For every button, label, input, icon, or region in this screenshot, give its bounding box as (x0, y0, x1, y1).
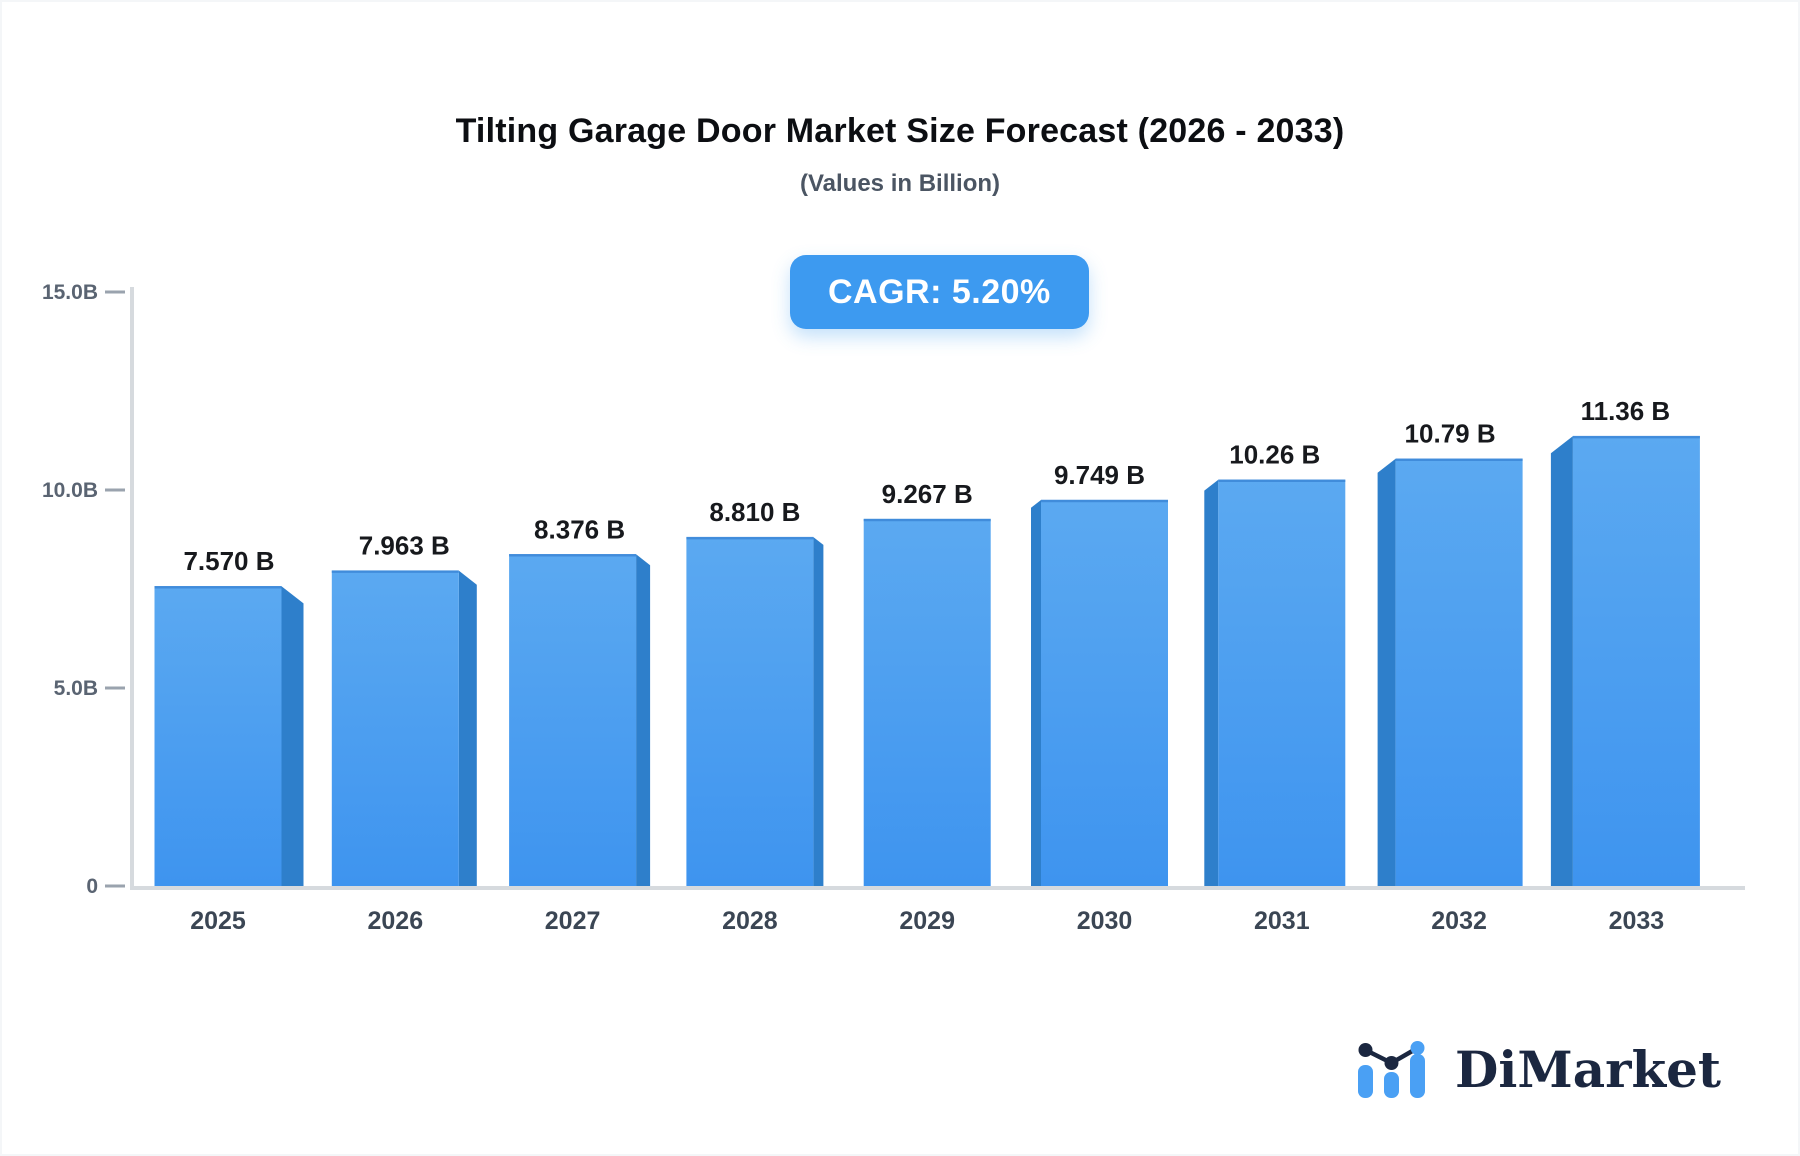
bar (331, 570, 459, 886)
bar-value-label: 9.749 B (1054, 460, 1145, 490)
bar (1218, 479, 1346, 886)
cagr-badge-label: CAGR: 5.20% (828, 272, 1051, 311)
cagr-badge: CAGR: 5.20% (790, 255, 1089, 329)
x-tick-label: 2031 (1254, 907, 1310, 935)
bar-value-label: 9.267 B (882, 479, 973, 509)
x-tick-label: 2030 (1077, 907, 1133, 935)
logo-dot (1358, 1043, 1373, 1057)
y-tick-label: 15.0B (42, 281, 98, 304)
x-tick-label: 2026 (367, 907, 423, 935)
bar (1395, 458, 1523, 886)
x-tick-label: 2027 (545, 907, 601, 935)
bar-side (281, 586, 304, 886)
x-tick-label: 2033 (1609, 907, 1665, 935)
bar (1041, 499, 1168, 886)
y-tick-label: 5.0B (54, 677, 98, 700)
y-tick-label: 0 (86, 875, 98, 898)
bar-value-label: 7.570 B (183, 546, 274, 576)
brand-logo-text: DiMarket (1455, 1040, 1721, 1099)
bar (154, 586, 282, 886)
dimarket-bar-chart-icon (1358, 1041, 1425, 1098)
x-tick-label: 2029 (899, 907, 955, 935)
bar-side (1204, 479, 1219, 886)
bars (154, 435, 1700, 886)
logo-dot (1410, 1041, 1425, 1055)
bar (1572, 436, 1700, 886)
bar-value-label: 8.376 B (534, 514, 625, 544)
bar-side (813, 537, 824, 886)
logo-dot (1384, 1056, 1399, 1070)
x-tick-label: 2028 (722, 907, 778, 935)
bar-side (636, 554, 651, 886)
logo-bar (1358, 1065, 1373, 1098)
bar-value-label: 10.26 B (1229, 440, 1320, 470)
brand-logo: DiMarket (1357, 1040, 1721, 1100)
logo-bar (1384, 1072, 1399, 1098)
bar (509, 554, 637, 886)
x-tick-label: 2032 (1431, 907, 1487, 935)
chart-title: Tilting Garage Door Market Size Forecast… (455, 112, 1345, 150)
axes: 15.0B 10.0B 5.0B 0 (42, 281, 1745, 898)
bar-side (1550, 436, 1573, 886)
bar-side (1031, 499, 1041, 886)
y-tick-label: 10.0B (42, 479, 98, 502)
bar-value-label: 7.963 B (359, 531, 450, 561)
x-tick-label: 2025 (190, 907, 246, 935)
bar-side (1377, 458, 1396, 886)
bar (686, 537, 814, 886)
bar-side (458, 570, 477, 886)
logo-bar (1410, 1054, 1425, 1098)
bar-value-label: 11.36 B (1581, 396, 1671, 426)
bar (863, 519, 991, 886)
labels: 7.570 B 2025 7.963 B 2026 8.376 B 2027 8.810 B… (183, 396, 1670, 935)
bar-value-label: 8.810 B (709, 497, 800, 527)
chart-subtitle: (Values in Billion) (799, 170, 1001, 197)
bar-value-label: 10.79 B (1405, 419, 1496, 449)
